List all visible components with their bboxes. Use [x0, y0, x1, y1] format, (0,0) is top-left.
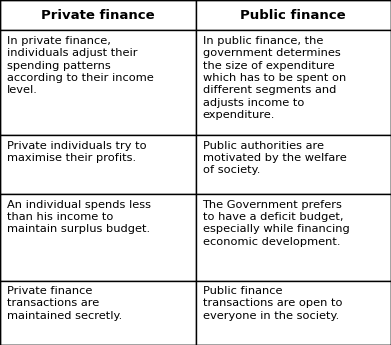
Bar [196, 0, 391, 30]
Bar [0, 194, 196, 280]
Text: In private finance,
individuals adjust their
spending patterns
according to thei: In private finance, individuals adjust t… [7, 36, 154, 95]
Bar [0, 30, 196, 135]
Text: Public finance: Public finance [240, 9, 346, 22]
Text: Public finance
transactions are open to
everyone in the society.: Public finance transactions are open to … [203, 286, 342, 321]
Bar [196, 280, 391, 345]
Bar [0, 0, 196, 30]
Text: Private individuals try to
maximise their profits.: Private individuals try to maximise thei… [7, 141, 147, 163]
Bar [0, 280, 196, 345]
Text: An individual spends less
than his income to
maintain surplus budget.: An individual spends less than his incom… [7, 199, 151, 234]
Text: The Government prefers
to have a deficit budget,
especially while financing
econ: The Government prefers to have a deficit… [203, 199, 349, 247]
Text: Private finance
transactions are
maintained secretly.: Private finance transactions are maintai… [7, 286, 122, 321]
Text: In public finance, the
government determines
the size of expenditure
which has t: In public finance, the government determ… [203, 36, 346, 120]
Text: Public authorities are
motivated by the welfare
of society.: Public authorities are motivated by the … [203, 141, 346, 176]
Bar [196, 194, 391, 280]
Bar [196, 135, 391, 194]
Bar [0, 135, 196, 194]
Text: Private finance: Private finance [41, 9, 154, 22]
Bar [196, 30, 391, 135]
